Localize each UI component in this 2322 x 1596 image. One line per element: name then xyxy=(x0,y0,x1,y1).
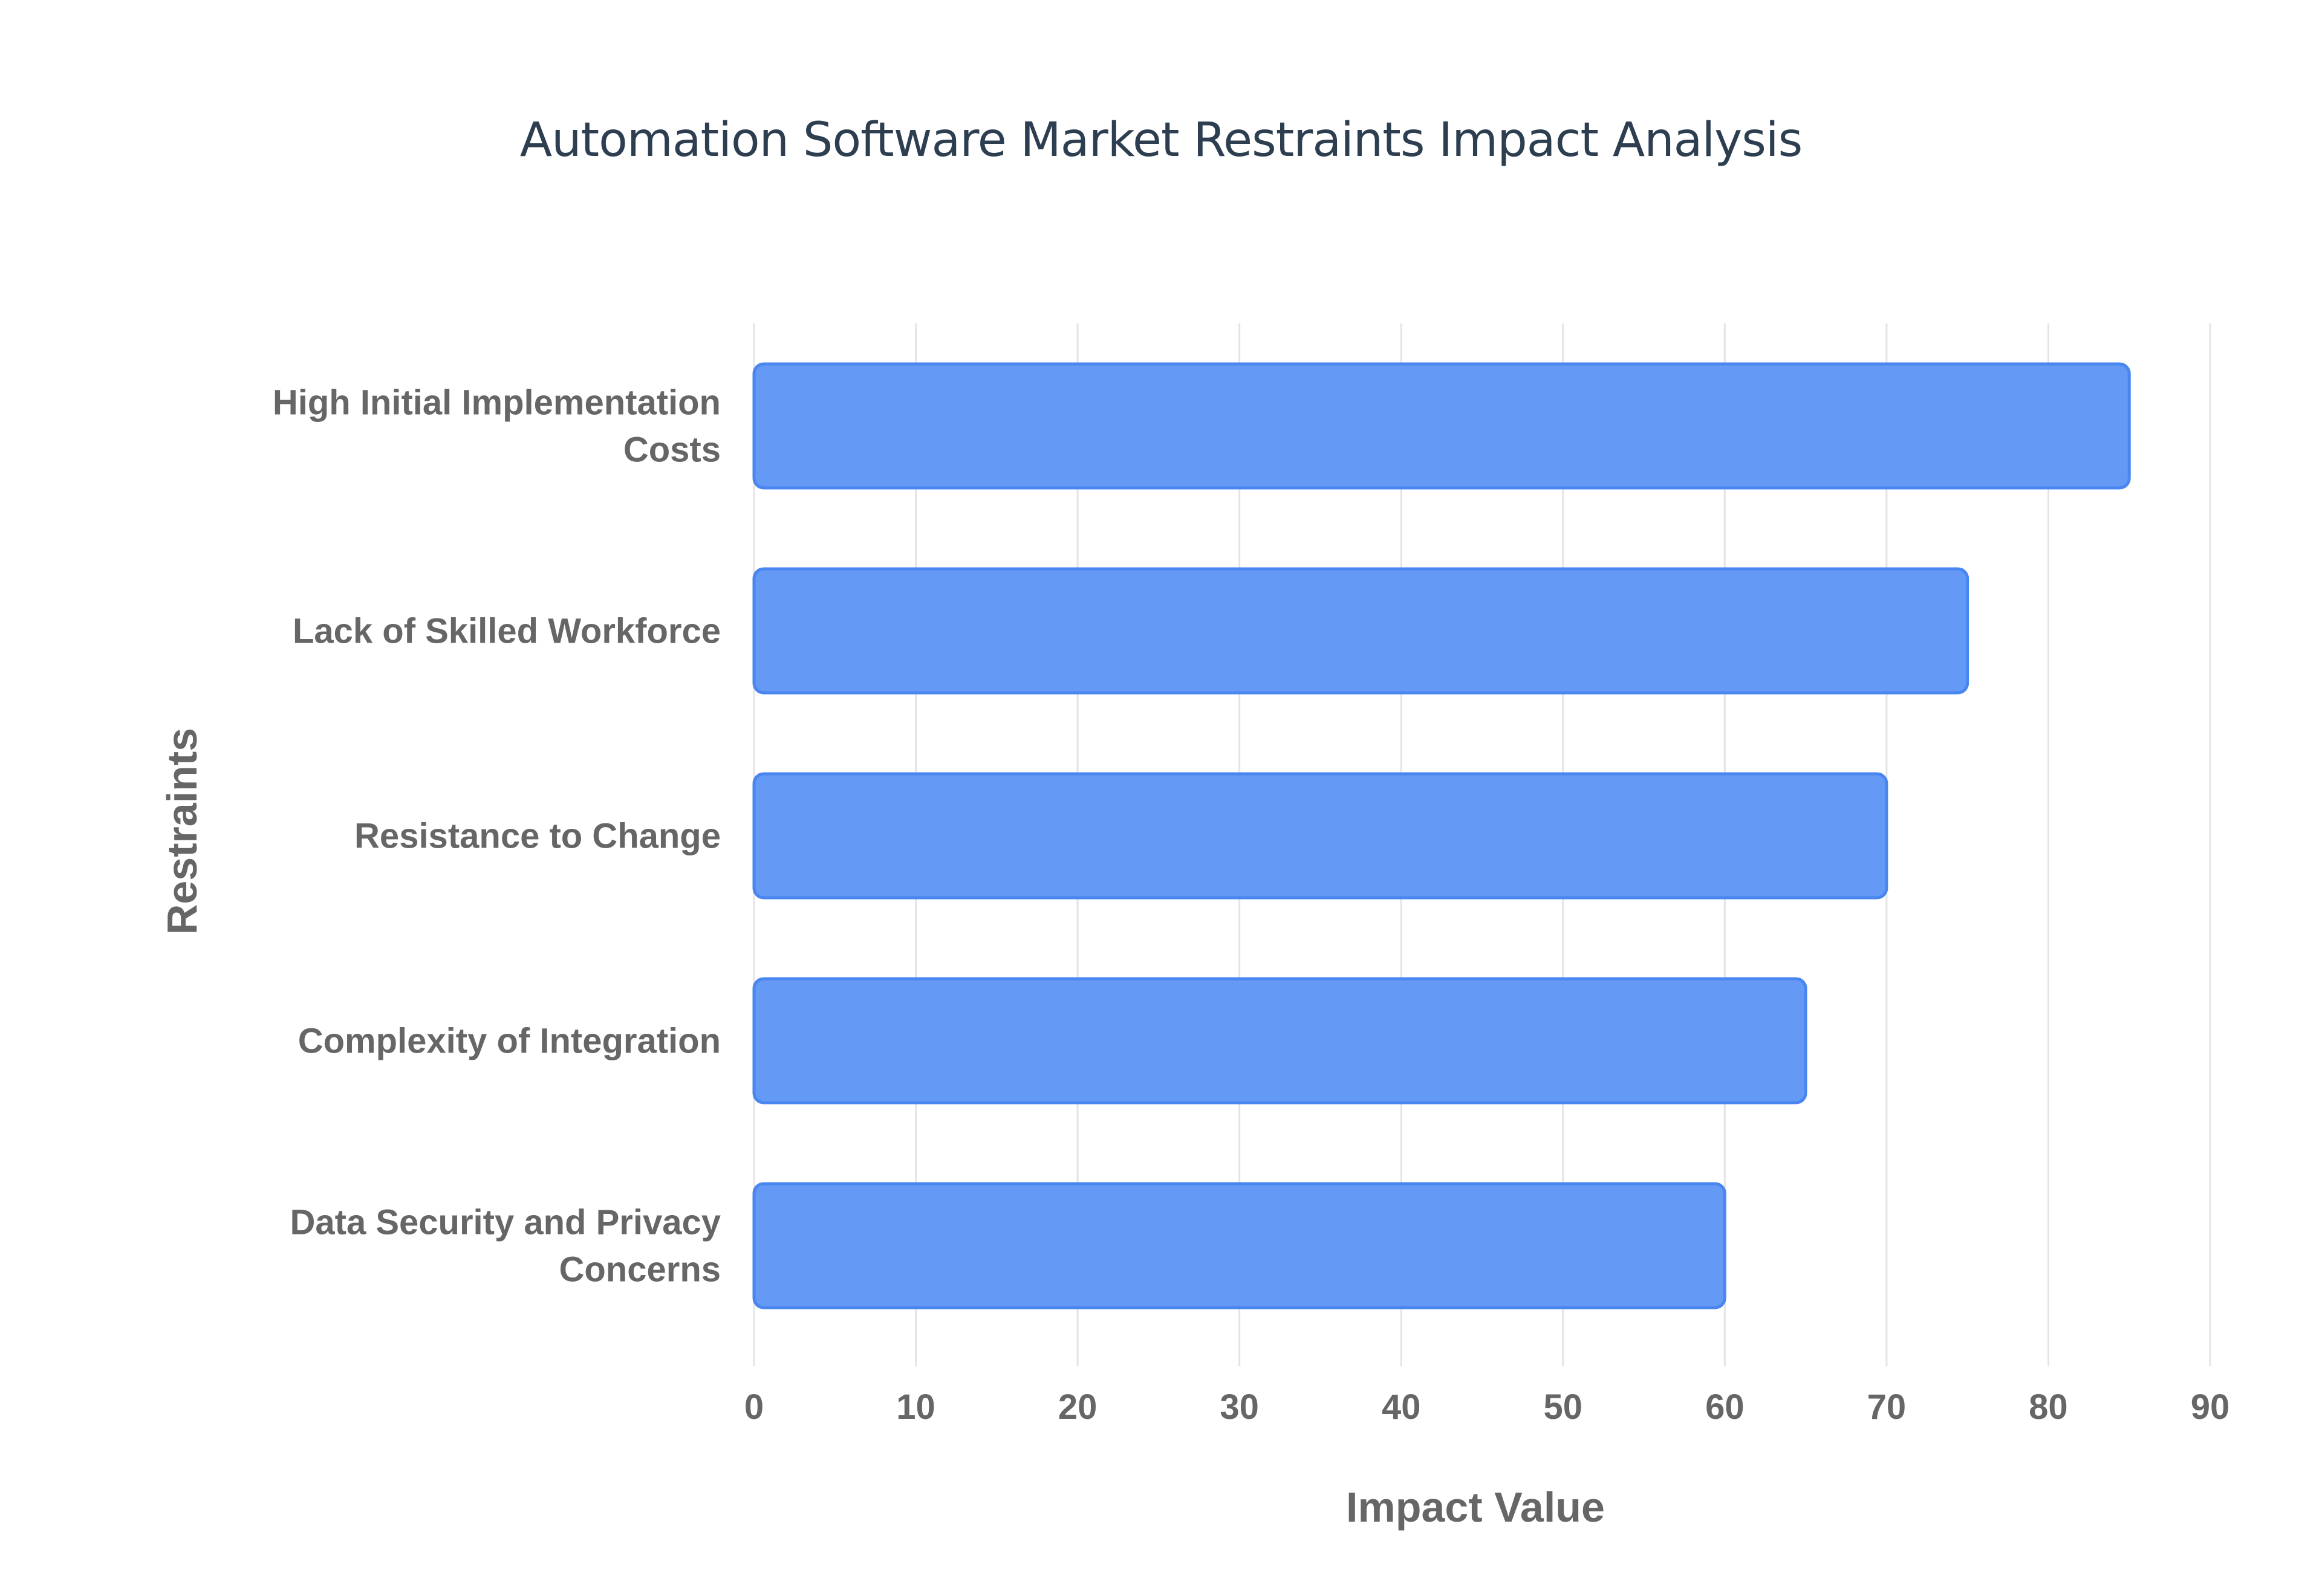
chart-title: Automation Software Market Restraints Im… xyxy=(520,113,1802,167)
bar xyxy=(752,772,1888,900)
x-tick-label: 70 xyxy=(1867,1387,1907,1427)
y-axis-title: Restraints xyxy=(158,728,206,935)
category-labels: High Initial Implementation Costs Lack of … xyxy=(273,383,721,1289)
bar xyxy=(752,362,2131,490)
category-label-line: Data Security and Privacy xyxy=(290,1203,721,1242)
bar xyxy=(752,1182,1726,1309)
x-tick-label: 50 xyxy=(1544,1387,1583,1427)
category-label-line: Concerns xyxy=(559,1250,721,1289)
x-tick-label: 20 xyxy=(1058,1387,1098,1427)
category-label-line: Resistance to Change xyxy=(354,817,721,856)
x-tick-label: 60 xyxy=(1705,1387,1745,1427)
category-label: Data Security and Privacy Concerns xyxy=(290,1203,721,1289)
x-tick-label: 90 xyxy=(2191,1387,2230,1427)
category-label-line: High Initial Implementation xyxy=(273,383,721,423)
x-tick-label: 80 xyxy=(2029,1387,2068,1427)
category-label-line: Complexity of Integration xyxy=(298,1022,721,1061)
bars xyxy=(752,362,2131,1309)
category-label: Lack of Skilled Workforce xyxy=(293,612,721,651)
bar xyxy=(752,977,1807,1105)
bar xyxy=(752,567,1969,695)
category-label: Complexity of Integration xyxy=(298,1022,721,1061)
category-label: Resistance to Change xyxy=(354,817,721,856)
x-axis-title: Impact Value xyxy=(1346,1484,1605,1531)
x-tick-labels: 0 10 20 30 40 50 60 70 80 90 xyxy=(744,1387,2229,1427)
x-tick-label: 0 xyxy=(744,1387,764,1427)
category-label-line: Lack of Skilled Workforce xyxy=(293,612,721,651)
x-tick-label: 30 xyxy=(1220,1387,1259,1427)
x-tick-label: 10 xyxy=(896,1387,935,1427)
category-label: High Initial Implementation Costs xyxy=(273,383,721,470)
category-label-line: Costs xyxy=(623,430,721,470)
x-tick-label: 40 xyxy=(1382,1387,1421,1427)
